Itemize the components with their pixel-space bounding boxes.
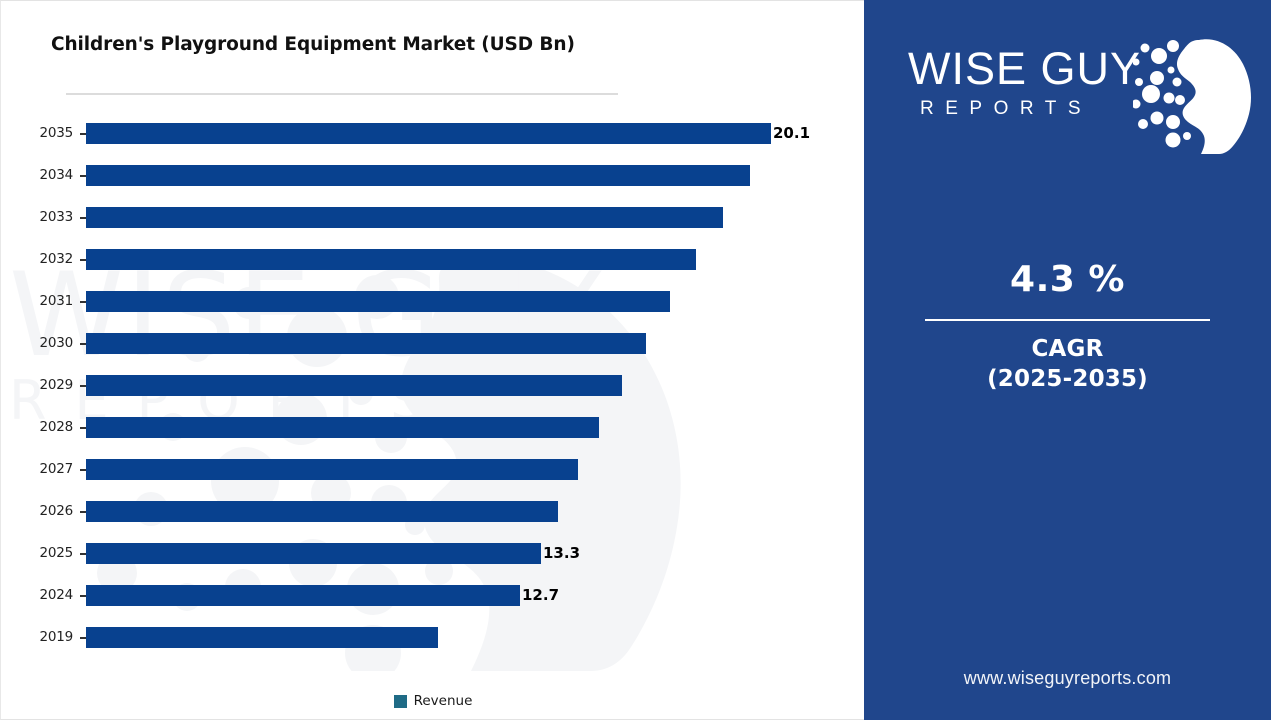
bar-2024[interactable]: [86, 585, 520, 606]
cagr-caption-line1: CAGR: [1031, 336, 1104, 363]
bar-axis-label-2028: 2028: [39, 419, 73, 435]
bar-2027[interactable]: [86, 459, 578, 480]
bar-2031[interactable]: [86, 291, 670, 312]
axis-tick-2024: [80, 595, 86, 597]
wiseguy-logo: WISE GUY REPORTS: [902, 39, 1252, 160]
bar-axis-label-2027: 2027: [39, 461, 73, 477]
bar-row-2033: 2033: [1, 197, 864, 239]
bar-row-2035: 2035 20.1: [1, 113, 864, 155]
bar-axis-label-2024: 2024: [39, 587, 73, 603]
logo-line-reports: REPORTS: [920, 98, 1093, 119]
chart-title: Children's Playground Equipment Market (…: [51, 34, 575, 55]
website-url: www.wiseguyreports.com: [963, 668, 1172, 688]
bar-axis-label-2025: 2025: [39, 545, 73, 561]
bar-axis-label-2033: 2033: [39, 209, 73, 225]
bar-row-2034: 2034: [1, 155, 864, 197]
bar-row-2031: 2031: [1, 281, 864, 323]
brand-panel: WISE GUY REPORTS 4.3 %: [864, 0, 1271, 720]
bar-row-2032: 2032: [1, 239, 864, 281]
bar-2035[interactable]: [86, 123, 771, 144]
bar-axis-label-2034: 2034: [39, 167, 73, 183]
axis-tick-2026: [80, 511, 86, 513]
cagr-caption-line2: (2025-2035): [987, 365, 1148, 392]
legend-swatch-revenue: [393, 694, 407, 708]
bar-axis-label-2031: 2031: [39, 293, 73, 309]
bar-2033[interactable]: [86, 207, 723, 228]
bar-axis-label-2019: 2019: [39, 629, 73, 645]
bar-row-2030: 2030: [1, 323, 864, 365]
chart-panel: WISE GUY REPORTS Children's Playground E…: [0, 0, 864, 720]
cagr-value: 4.3 %: [1010, 259, 1125, 300]
bar-2030[interactable]: [86, 333, 646, 354]
legend-label-revenue: Revenue: [413, 693, 473, 709]
cagr-divider: [925, 319, 1210, 322]
bar-2028[interactable]: [86, 417, 599, 438]
bar-value-label-2025: 13.3: [543, 544, 581, 562]
dotted-head-profile-icon: [1133, 39, 1251, 154]
bar-axis-label-2035: 2035: [39, 125, 73, 141]
bar-row-2019: 2019: [1, 617, 864, 659]
axis-tick-2019: [80, 637, 86, 639]
bar-2025[interactable]: [86, 543, 541, 564]
axis-tick-2031: [80, 301, 86, 303]
bar-row-2026: 2026: [1, 491, 864, 533]
logo-line-wise-guy: WISE GUY: [908, 43, 1142, 94]
logo-wordmark: WISE GUY REPORTS: [908, 46, 1178, 120]
axis-tick-2027: [80, 469, 86, 471]
bar-2019[interactable]: [86, 627, 438, 648]
bar-axis-label-2030: 2030: [39, 335, 73, 351]
chart-legend: Revenue: [1, 693, 864, 709]
cagr-block: 4.3 % CAGR (2025-2035): [864, 258, 1271, 394]
bar-row-2025: 2025 13.3: [1, 533, 864, 575]
bar-axis-label-2032: 2032: [39, 251, 73, 267]
bar-row-2029: 2029: [1, 365, 864, 407]
bar-axis-label-2026: 2026: [39, 503, 73, 519]
bar-value-label-2035: 20.1: [773, 124, 811, 142]
bar-row-2024: 2024 12.7: [1, 575, 864, 617]
axis-tick-2034: [80, 175, 86, 177]
axis-tick-2035: [80, 133, 86, 135]
axis-tick-2025: [80, 553, 86, 555]
axis-tick-2032: [80, 259, 86, 261]
bar-value-label-2024: 12.7: [522, 586, 560, 604]
bar-axis-label-2029: 2029: [39, 377, 73, 393]
bar-2034[interactable]: [86, 165, 750, 186]
axis-tick-2029: [80, 385, 86, 387]
bar-2026[interactable]: [86, 501, 558, 522]
bar-row-2027: 2027: [1, 449, 864, 491]
axis-tick-2033: [80, 217, 86, 219]
bar-chart-plot: 2035 20.1 2034 2033 2032 2031 2030 2029 2028 2027…: [1, 113, 864, 659]
axis-tick-2028: [80, 427, 86, 429]
axis-tick-2030: [80, 343, 86, 345]
bar-row-2028: 2028: [1, 407, 864, 449]
title-divider: [66, 93, 618, 95]
cagr-caption: CAGR (2025-2035): [864, 335, 1271, 394]
bar-2032[interactable]: [86, 249, 696, 270]
bar-2029[interactable]: [86, 375, 622, 396]
